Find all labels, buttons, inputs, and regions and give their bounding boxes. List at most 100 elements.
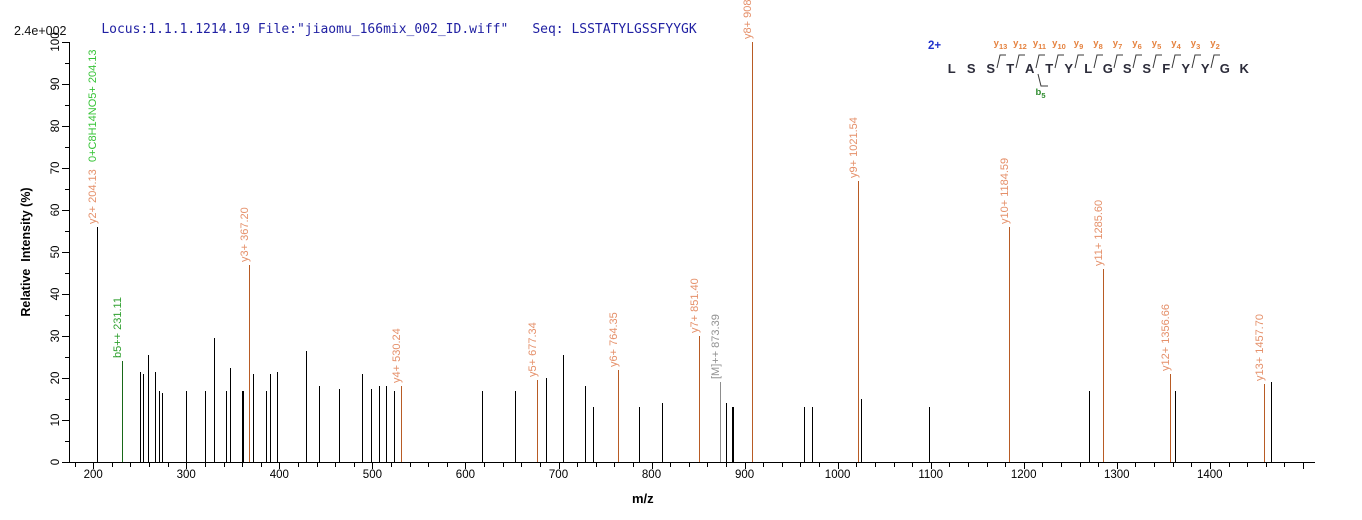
residue-letter: S — [1142, 61, 1152, 76]
y-tick-label: 70 — [50, 161, 62, 175]
y-ion-label: y7 — [1112, 38, 1123, 51]
spectrum-peak — [514, 390, 516, 462]
spectrum-peak — [276, 371, 278, 462]
plot-area: 200 300 400 500 600 700 800 900 1000 1100 1200 1300… — [50, 0, 1315, 481]
b-ion-mark-icon — [1037, 73, 1048, 87]
y-axis-tick — [62, 84, 69, 85]
precursor-charge: 2+ — [928, 40, 942, 52]
x-axis-tick — [353, 462, 355, 467]
x-axis-line — [69, 462, 1315, 463]
residue-letter: K — [1239, 61, 1249, 76]
x-axis-tick — [632, 462, 634, 467]
y-axis-tick — [62, 126, 69, 127]
x-axis-tick — [1098, 462, 1100, 467]
spectrum-peak — [319, 386, 321, 462]
x-axis-tick — [595, 462, 597, 467]
spectrum-peak — [306, 350, 308, 462]
y-tick-label: 0 — [50, 458, 62, 466]
peak-label: [M]++ 873.39 — [709, 314, 722, 380]
spectrum-peak — [142, 373, 144, 462]
x-axis-tick — [651, 462, 653, 469]
spectrum-peak — [1009, 226, 1011, 462]
x-axis-tick — [763, 462, 765, 467]
peak-label: y10+ 1184.59 — [999, 157, 1012, 224]
b-ion-label: b5 — [1035, 87, 1046, 100]
y-tick-label: 100 — [50, 32, 62, 52]
x-axis-tick — [446, 462, 448, 467]
x-axis-tick — [1228, 462, 1230, 467]
spectrum-peak — [719, 382, 721, 462]
x-axis-tick — [893, 462, 895, 467]
x-tick-label: 800 — [641, 469, 662, 481]
spectrum-peak — [230, 367, 231, 462]
y-axis-tick — [65, 231, 69, 232]
y-axis-tick — [65, 147, 69, 148]
x-axis-tick — [874, 462, 876, 467]
x-axis-tick — [744, 462, 746, 469]
spectrum-peak — [804, 407, 806, 462]
y-ion-mark-icon — [1113, 54, 1123, 69]
residue-letter: T — [1006, 61, 1015, 76]
x-axis-tick — [1265, 462, 1267, 467]
x-axis-tick — [1209, 462, 1211, 469]
x-axis-tick — [465, 462, 467, 469]
x-axis-tick — [74, 462, 76, 467]
y-ion-label: y11 — [1032, 38, 1047, 51]
x-axis-tick — [335, 462, 337, 467]
x-axis-tick — [372, 462, 374, 469]
y-axis-tick — [65, 189, 69, 190]
x-axis-tick — [1135, 462, 1137, 467]
spectrum-peak — [400, 386, 402, 462]
y-ion-mark-icon — [1210, 54, 1220, 69]
spectrum-peak — [214, 338, 216, 462]
spectrum-peak — [546, 378, 548, 462]
x-axis-tick — [297, 462, 299, 467]
spectrum-peak — [731, 407, 733, 462]
y-ion-mark-icon — [1074, 54, 1084, 69]
x-tick-label: 300 — [176, 469, 196, 481]
peak-label: y6+ 764.35 — [608, 311, 621, 367]
y-ion-label: y9 — [1073, 38, 1084, 51]
residue-cell: y9 L — [1074, 38, 1099, 78]
max-intensity-label: 2.4e+002 — [14, 24, 67, 38]
peak-label: b5++ 231.11 — [112, 297, 125, 359]
spectrum-peak — [370, 388, 372, 462]
y-ion-label: y12 — [1013, 38, 1027, 51]
x-axis-tick — [837, 462, 839, 469]
header-locus-file: Locus:1.1.1.1214.19 File:"jiaomu_166mix_… — [101, 22, 509, 37]
spectrum-peak — [1175, 390, 1177, 462]
y-axis-title: Relative Intensity (%) — [19, 187, 33, 317]
y-axis-tick — [62, 210, 69, 211]
x-axis-tick — [316, 462, 318, 467]
residue-cell: y6 S — [1132, 38, 1157, 78]
spectrum-peak — [860, 399, 862, 462]
peak-label: 0+C8H14NO5+ 204.13 — [87, 49, 99, 162]
x-axis-tick — [1284, 462, 1286, 467]
x-axis-tick — [1247, 462, 1249, 467]
spectrum-peak — [733, 407, 735, 462]
spectrum-peak — [563, 354, 565, 462]
residue-letter: Y — [1200, 61, 1210, 76]
y-tick-label: 30 — [50, 329, 62, 343]
y-axis-tick — [62, 336, 69, 337]
residue-letter: G — [1102, 61, 1113, 76]
spectrum-peak — [811, 407, 813, 462]
spectrum-peak — [378, 386, 380, 462]
residue-cell: y8 G — [1093, 38, 1118, 78]
y-axis-tick — [65, 441, 69, 442]
x-axis-tick — [223, 462, 225, 467]
spectrum-peak — [139, 371, 141, 462]
y-axis-tick — [65, 315, 69, 316]
spectrum-peak — [1271, 382, 1273, 462]
y-ion-mark-icon — [996, 54, 1006, 69]
peak-label: y12+ 1356.66 — [1159, 303, 1172, 371]
x-axis-tick — [912, 462, 914, 467]
spectrum-peak — [362, 373, 364, 462]
spectrum-peak — [241, 390, 243, 462]
x-tick-label: 600 — [455, 469, 475, 481]
y-ion-mark-icon — [1054, 54, 1064, 69]
spectrum-peak — [928, 407, 930, 462]
residue-letter: L — [1084, 61, 1093, 76]
residue-cell: L — [942, 60, 962, 78]
